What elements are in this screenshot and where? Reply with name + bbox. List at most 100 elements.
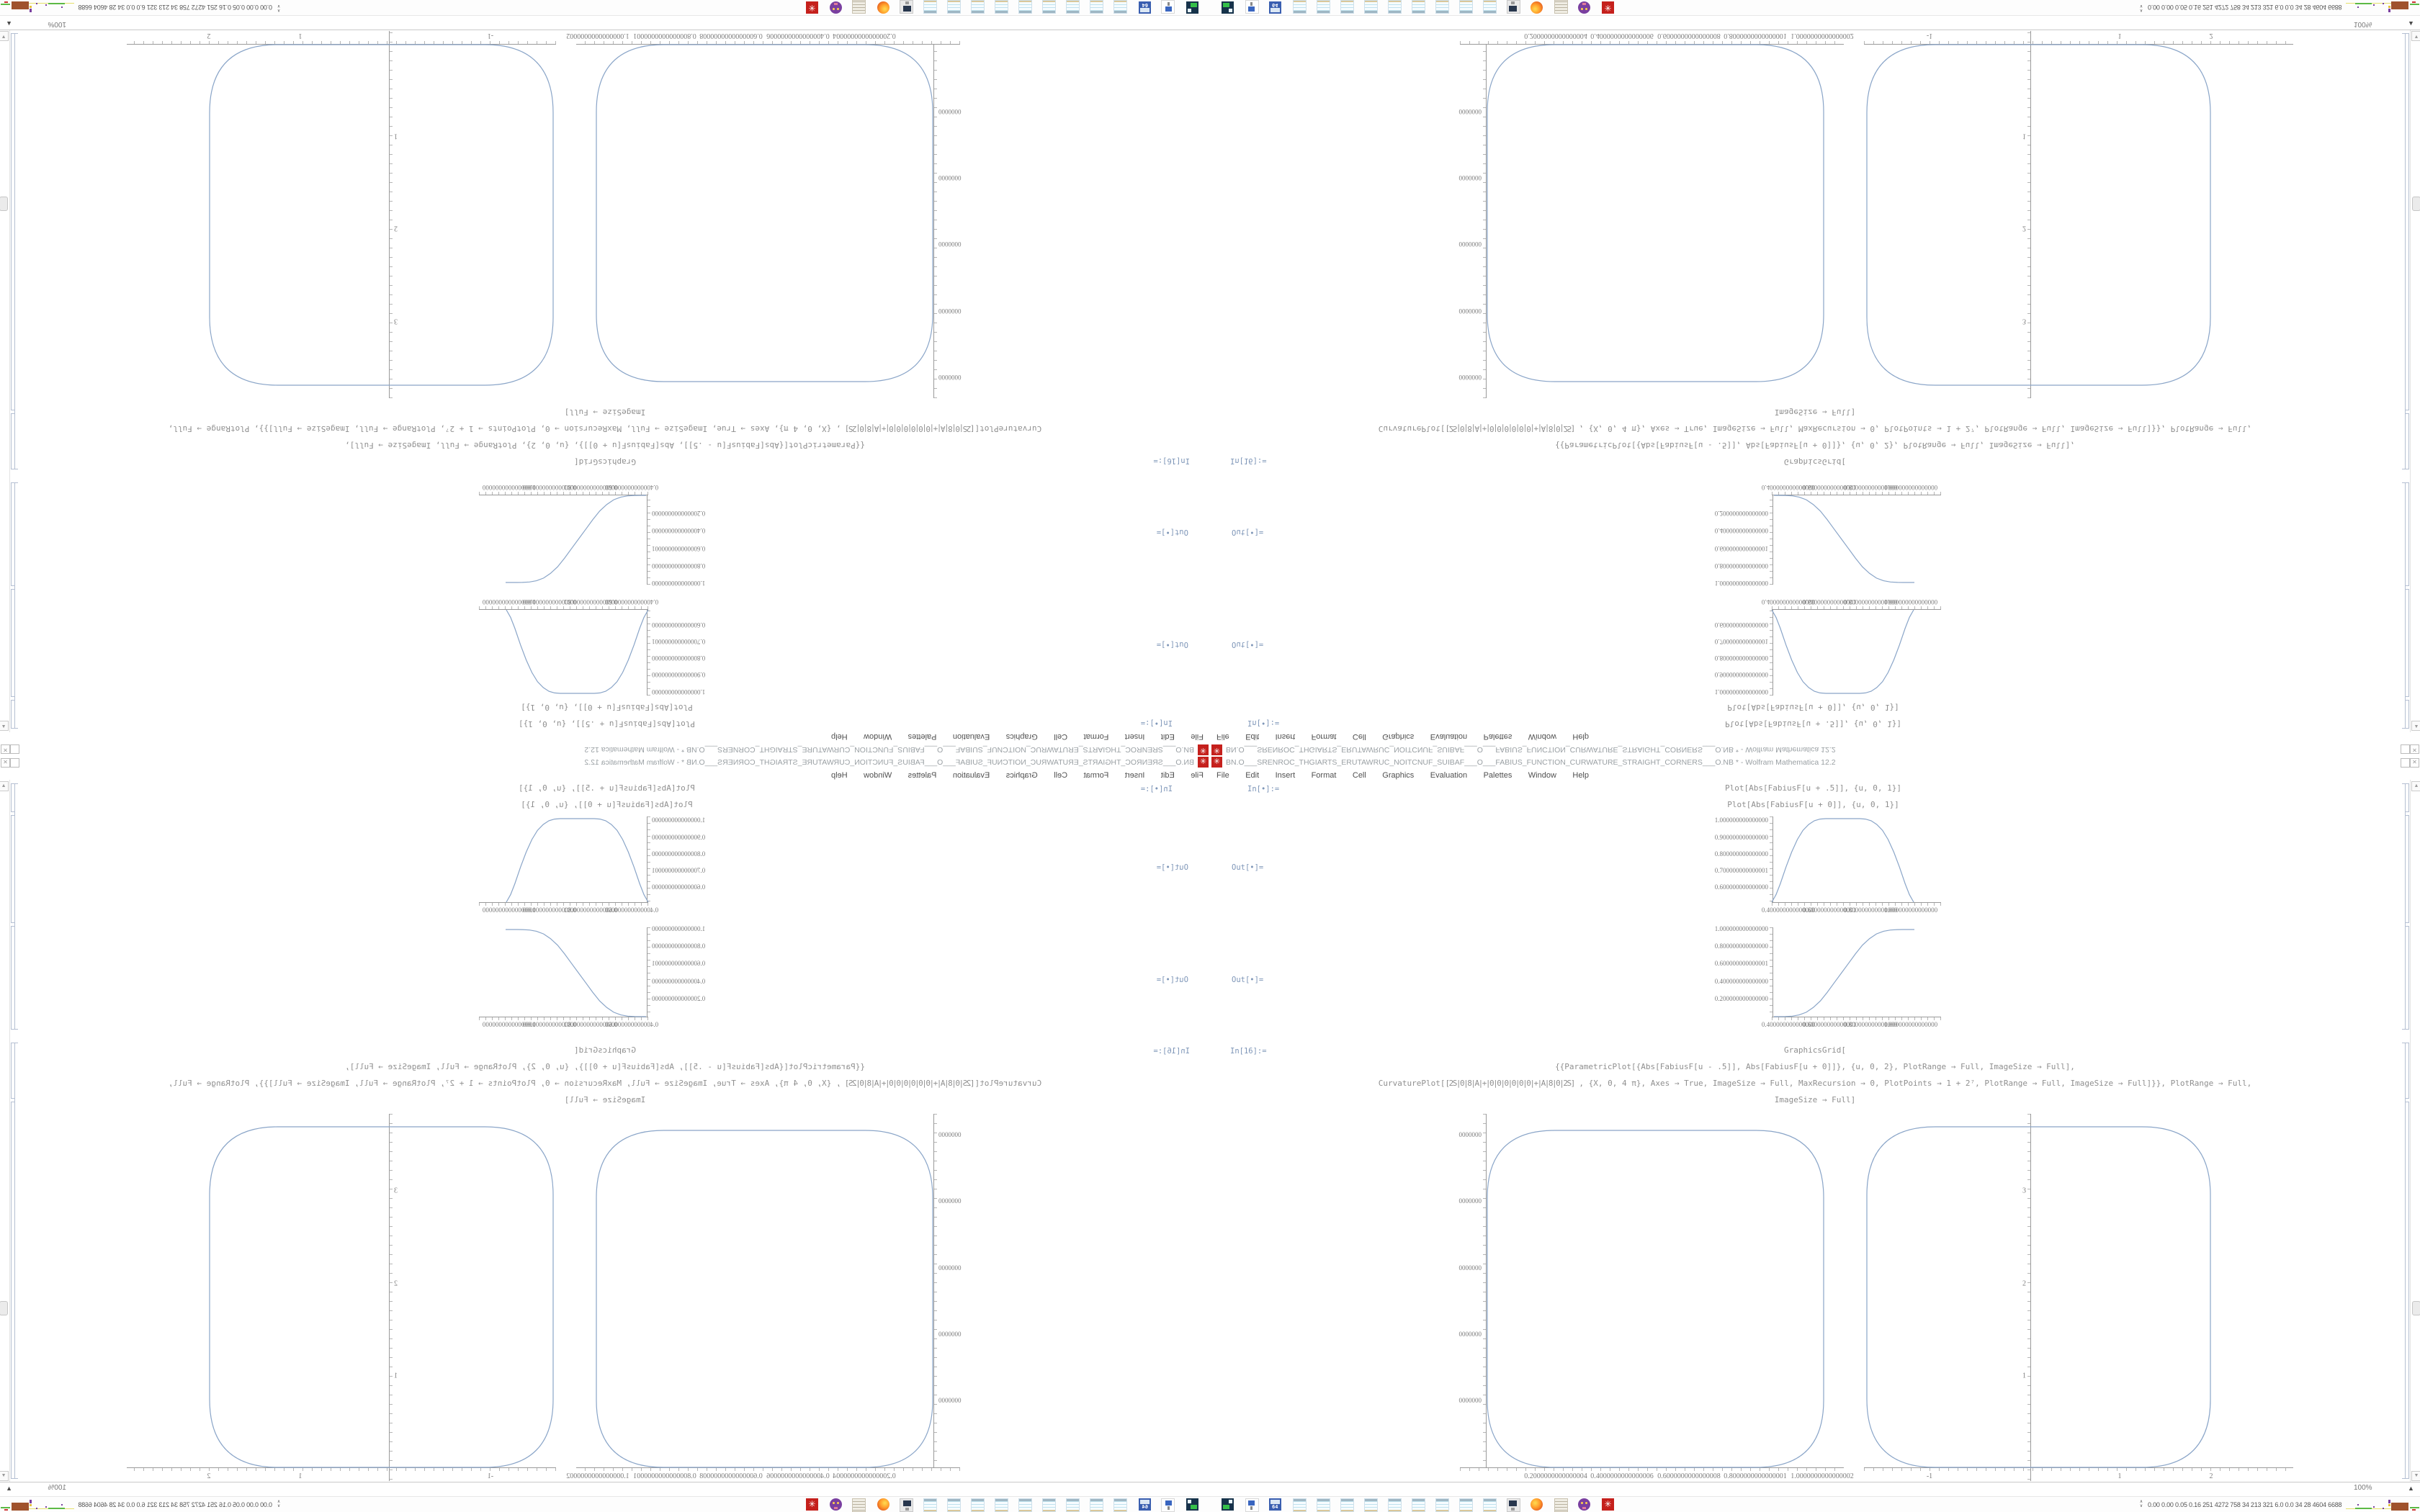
scroll-up-icon[interactable]: ▲ [0, 721, 9, 731]
maximize-button[interactable] [10, 744, 19, 754]
cell-bracket[interactable] [2406, 33, 2409, 410]
notepad-icon[interactable] [971, 1498, 985, 1512]
menu-format[interactable]: Format [1311, 732, 1337, 741]
system-monitor-icon[interactable] [900, 0, 913, 14]
magnification-control[interactable]: 100% [48, 1484, 66, 1492]
menu-graphics[interactable]: Graphics [1005, 732, 1038, 741]
close-button[interactable]: ✕ [2410, 744, 2419, 754]
code-line[interactable]: GraphicsGrid[ [573, 457, 637, 467]
notepad-icon[interactable] [1388, 1498, 1402, 1512]
menu-window[interactable]: Window [1528, 732, 1556, 741]
scrollbar-thumb[interactable] [0, 197, 8, 211]
cell-bracket[interactable] [2406, 413, 2409, 469]
menu-insert[interactable]: Insert [1275, 732, 1296, 741]
cell-group-bracket[interactable] [14, 1043, 18, 1479]
cell-bracket[interactable] [11, 482, 14, 586]
input-cell-2[interactable]: GraphicsGrid[ {{ParametricPlot[{Abs[Fabi… [1325, 404, 2305, 470]
firefox-icon[interactable] [877, 1498, 889, 1511]
notepad-icon[interactable] [1090, 1498, 1103, 1512]
notepad-icon[interactable] [923, 1498, 937, 1512]
menu-palettes[interactable]: Palettes [908, 732, 937, 741]
code-line[interactable]: CurvaturePlot[[2S|0|8|A|+|0|0|0|0|0|0|+|… [1325, 1075, 2305, 1092]
updown-chevron-icon[interactable]: ∧ ∨ [275, 1500, 282, 1508]
magnification-control[interactable]: 100% [48, 20, 66, 28]
window-titlebar[interactable]: ✳ BN.O___SRENROC_THGIARTS_ERUTAWRUC_NOIT… [1210, 743, 2420, 756]
notepad-icon[interactable] [1042, 0, 1056, 14]
cell-bracket[interactable] [11, 1043, 14, 1099]
cell-bracket[interactable] [2406, 1102, 2409, 1479]
code-line[interactable]: GraphicsGrid[ [573, 1045, 637, 1055]
scrollbar[interactable]: ▲ ▼ [0, 780, 10, 1482]
scroll-up-icon[interactable]: ▲ [2411, 781, 2420, 791]
input-cell-1[interactable]: Plot[Abs[FabiusF[u + .5]], {u, 0, 1}] Pl… [1642, 780, 1984, 813]
code-line[interactable]: Plot[Abs[FabiusF[u + .5]], {u, 0, 1}] [518, 719, 696, 729]
c64-emulator-icon[interactable] [1269, 1, 1281, 14]
resize-grip-icon[interactable]: ▲ [6, 20, 12, 27]
menu-edit[interactable]: Edit [1245, 771, 1260, 780]
capture-tool-icon[interactable] [1222, 1, 1234, 14]
menu-format[interactable]: Format [1311, 771, 1337, 780]
menu-file[interactable]: File [1191, 732, 1204, 741]
menu-evaluation[interactable]: Evaluation [1430, 732, 1468, 741]
notepad-icon[interactable] [1459, 1498, 1473, 1512]
menu-edit[interactable]: Edit [1245, 732, 1260, 741]
code-line[interactable]: {{ParametricPlot[{Abs[FabiusF[u - .5]], … [1555, 441, 2075, 450]
input-cell-1[interactable]: Plot[Abs[FabiusF[u + .5]], {u, 0, 1}] Pl… [1642, 699, 1984, 732]
firefox-icon[interactable] [1531, 1, 1543, 14]
menu-window[interactable]: Window [1528, 771, 1556, 780]
notepad-icon[interactable] [1435, 1498, 1449, 1512]
notepad-icon[interactable] [995, 1498, 1008, 1512]
maximize-button[interactable] [10, 758, 19, 768]
code-line[interactable]: Plot[Abs[FabiusF[u + .5]], {u, 0, 1}] [518, 783, 696, 793]
scrollbar[interactable]: ▲ ▼ [2410, 30, 2420, 732]
display-manager-icon[interactable] [1245, 0, 1259, 14]
code-line[interactable]: Plot[Abs[FabiusF[u + 0]], {u, 0, 1}] [521, 703, 693, 712]
cell-bracket[interactable] [11, 783, 14, 812]
input-cell-2[interactable]: GraphicsGrid[ {{ParametricPlot[{Abs[Fabi… [1325, 1042, 2305, 1108]
window-titlebar[interactable]: ✳ BN.O___SRENROC_THGIARTS_ERUTAWRUC_NOIT… [0, 756, 1210, 769]
mathematica-taskbar-icon[interactable]: ✳ [806, 1, 818, 14]
resize-grip-icon[interactable]: ▲ [6, 1485, 12, 1492]
notepad-icon[interactable] [1412, 0, 1425, 14]
cell-bracket[interactable] [2406, 783, 2409, 812]
window-titlebar[interactable]: ✳ BN.O___SRENROC_THGIARTS_ERUTAWRUC_NOIT… [1210, 756, 2420, 769]
code-line[interactable]: ImageSize → Full] [564, 1095, 646, 1104]
firefox-icon[interactable] [1531, 1498, 1543, 1511]
menu-evaluation[interactable]: Evaluation [952, 732, 990, 741]
document-scroll-icon[interactable] [852, 1498, 866, 1512]
cell-bracket[interactable] [11, 33, 14, 410]
menu-help[interactable]: Help [1572, 732, 1589, 741]
purple-mascot-icon[interactable] [830, 1498, 842, 1511]
scroll-down-icon[interactable]: ▼ [2411, 1471, 2420, 1481]
code-line[interactable]: CurvaturePlot[[2S|0|8|A|+|0|0|0|0|0|0|+|… [1325, 420, 2305, 437]
code-line[interactable]: Plot[Abs[FabiusF[u + .5]], {u, 0, 1}] [1724, 783, 1902, 793]
code-line[interactable]: CurvaturePlot[[2S|0|8|A|+|0|0|0|0|0|0|+|… [115, 420, 1095, 437]
notepad-icon[interactable] [1066, 0, 1080, 14]
notepad-icon[interactable] [1066, 1498, 1080, 1512]
menu-cell[interactable]: Cell [1054, 732, 1068, 741]
notepad-icon[interactable] [1317, 1498, 1330, 1512]
notepad-icon[interactable] [1435, 0, 1449, 14]
notepad-icon[interactable] [1018, 1498, 1032, 1512]
cell-bracket[interactable] [11, 700, 14, 729]
document-scroll-icon[interactable] [1554, 0, 1568, 14]
notepad-icon[interactable] [1340, 0, 1354, 14]
menu-help[interactable]: Help [831, 732, 848, 741]
mathematica-taskbar-icon[interactable]: ✳ [1602, 1, 1614, 14]
firefox-icon[interactable] [877, 1, 889, 14]
menu-insert[interactable]: Insert [1275, 771, 1296, 780]
notepad-icon[interactable] [971, 0, 985, 14]
notepad-icon[interactable] [947, 1498, 961, 1512]
magnification-control[interactable]: 100% [2354, 20, 2372, 28]
notepad-icon[interactable] [1042, 1498, 1056, 1512]
magnification-control[interactable]: 100% [2354, 1484, 2372, 1492]
updown-chevron-icon[interactable]: ∧ ∨ [275, 4, 282, 12]
code-line[interactable]: ImageSize → Full] [1774, 1095, 1856, 1104]
scroll-down-icon[interactable]: ▼ [0, 1471, 9, 1481]
maximize-button[interactable] [2401, 744, 2410, 754]
notepad-icon[interactable] [1483, 1498, 1497, 1512]
menu-edit[interactable]: Edit [1160, 732, 1175, 741]
menu-graphics[interactable]: Graphics [1382, 771, 1415, 780]
code-line[interactable]: {{ParametricPlot[{Abs[FabiusF[u - .5]], … [345, 1062, 865, 1071]
scrollbar-thumb[interactable] [2412, 197, 2420, 211]
